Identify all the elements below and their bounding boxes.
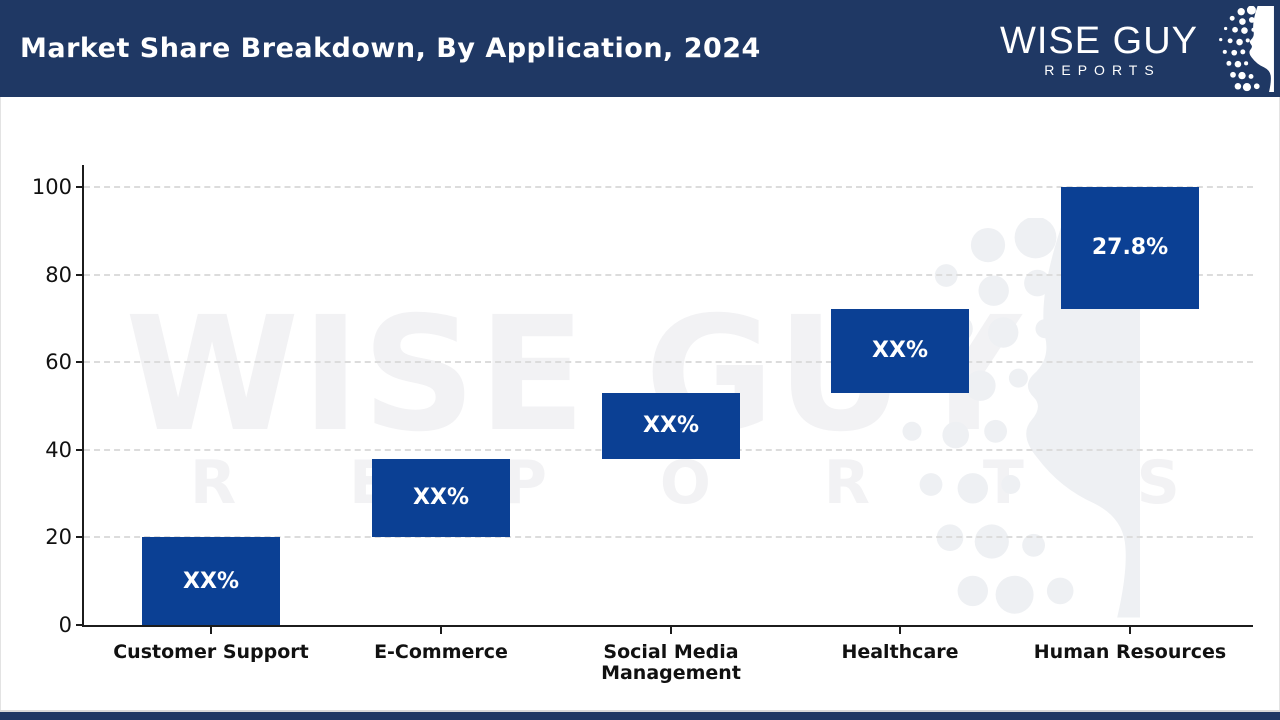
- ytick-mark-40: [76, 448, 84, 451]
- ytick-label-0: 0: [58, 613, 72, 637]
- gridline-y100: [84, 186, 1253, 188]
- bar-value-label: XX%: [413, 485, 469, 511]
- bar-segment-4: XX%: [831, 308, 969, 393]
- bar-segment-5: 27.8%: [1061, 187, 1199, 309]
- x-axis-line: [82, 625, 1253, 627]
- footer-divider: [0, 710, 1280, 712]
- bar-segment-3: XX%: [602, 392, 740, 459]
- category-label-3: Social Media Management: [601, 641, 741, 684]
- header-bar: Market Share Breakdown, By Application, …: [0, 0, 1280, 97]
- gridline-y60: [84, 361, 1253, 364]
- ytick-mark-80: [76, 273, 84, 276]
- bar-value-label: 27.8%: [1091, 235, 1169, 261]
- ytick-mark-20: [76, 536, 84, 539]
- xtick-mark-3: [670, 627, 672, 634]
- ytick-label-60: 60: [45, 350, 72, 375]
- bar-segment-1: XX%: [142, 537, 280, 625]
- brand-logo-text: WISE GUY REPORTS: [1000, 21, 1198, 78]
- ytick-mark-60: [76, 361, 84, 364]
- ytick-mark-0: [76, 624, 84, 626]
- xtick-mark-2: [440, 627, 442, 634]
- xtick-mark-4: [899, 627, 901, 634]
- ytick-label-100: 100: [31, 175, 72, 199]
- ytick-label-20: 20: [45, 525, 72, 550]
- ytick-label-80: 80: [45, 262, 72, 287]
- category-label-5: Human Resources: [1033, 641, 1227, 663]
- category-label-1: Customer Support: [113, 641, 309, 663]
- page-title: Market Share Breakdown, By Application, …: [20, 33, 761, 64]
- category-label-2: E-Commerce: [374, 641, 508, 663]
- bar-value-label: XX%: [872, 338, 928, 364]
- bar-value-label: XX%: [183, 568, 239, 594]
- brand-logo: WISE GUY REPORTS: [1000, 6, 1274, 92]
- category-label-4: Healthcare: [841, 641, 959, 663]
- xtick-mark-1: [210, 627, 212, 634]
- ytick-mark-100: [76, 186, 84, 188]
- gridline-y20: [84, 536, 1253, 539]
- xtick-mark-5: [1129, 627, 1131, 634]
- y-axis-line: [82, 165, 84, 627]
- left-border: [0, 97, 1, 712]
- brand-face-dots-icon: [1219, 6, 1274, 92]
- bar-value-label: XX%: [643, 413, 699, 439]
- bar-segment-2: XX%: [372, 458, 510, 538]
- ytick-label-40: 40: [45, 437, 72, 462]
- brand-subtitle: REPORTS: [1044, 61, 1161, 78]
- gridline-y80: [84, 273, 1253, 276]
- brand-name: WISE GUY: [999, 19, 1198, 62]
- footer-bar: [0, 712, 1280, 720]
